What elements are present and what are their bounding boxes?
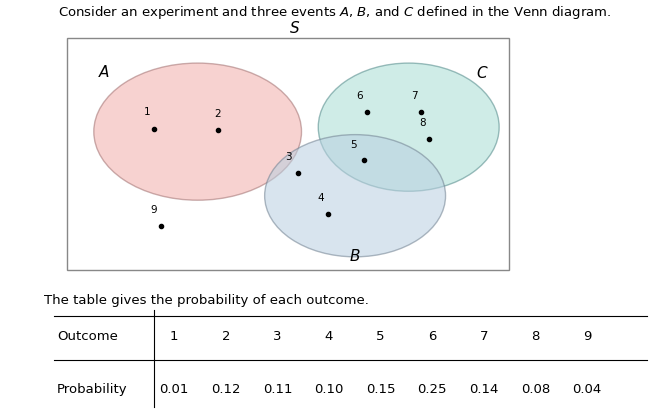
Text: 2: 2 xyxy=(214,108,221,119)
Text: 0.08: 0.08 xyxy=(521,382,550,395)
Text: 6: 6 xyxy=(356,91,362,101)
Ellipse shape xyxy=(318,64,499,192)
Text: 0.01: 0.01 xyxy=(159,382,189,395)
Text: 9: 9 xyxy=(151,204,157,214)
Bar xyxy=(67,39,509,271)
Text: 0.11: 0.11 xyxy=(263,382,292,395)
Text: $C$: $C$ xyxy=(476,65,488,81)
Text: Outcome: Outcome xyxy=(57,330,118,343)
Text: 3: 3 xyxy=(273,330,281,343)
Text: 4: 4 xyxy=(317,192,324,202)
Text: 2: 2 xyxy=(222,330,230,343)
Text: $B$: $B$ xyxy=(349,248,361,264)
Text: 1: 1 xyxy=(144,107,151,117)
Text: 3: 3 xyxy=(285,152,291,162)
Text: 6: 6 xyxy=(428,330,436,343)
Text: 0.04: 0.04 xyxy=(572,382,602,395)
Text: 0.25: 0.25 xyxy=(417,382,447,395)
Text: 7: 7 xyxy=(480,330,488,343)
Text: 7: 7 xyxy=(411,91,417,101)
Text: The table gives the probability of each outcome.: The table gives the probability of each … xyxy=(44,293,369,306)
Text: $A$: $A$ xyxy=(98,63,110,79)
Text: 0.15: 0.15 xyxy=(366,382,395,395)
Text: $S$: $S$ xyxy=(289,20,300,36)
Text: 4: 4 xyxy=(325,330,333,343)
Text: 0.12: 0.12 xyxy=(211,382,241,395)
Text: 1: 1 xyxy=(170,330,178,343)
Text: 8: 8 xyxy=(419,118,425,128)
Text: 5: 5 xyxy=(377,330,385,343)
Text: 9: 9 xyxy=(583,330,591,343)
Text: 0.10: 0.10 xyxy=(314,382,344,395)
Ellipse shape xyxy=(94,64,302,201)
Text: 5: 5 xyxy=(350,139,357,149)
Text: Probability: Probability xyxy=(57,382,127,395)
Text: 0.14: 0.14 xyxy=(469,382,498,395)
Text: 8: 8 xyxy=(531,330,539,343)
Ellipse shape xyxy=(265,135,446,257)
Text: Consider an experiment and three events $A$, $B$, and $C$ defined in the Venn di: Consider an experiment and three events … xyxy=(58,5,612,21)
